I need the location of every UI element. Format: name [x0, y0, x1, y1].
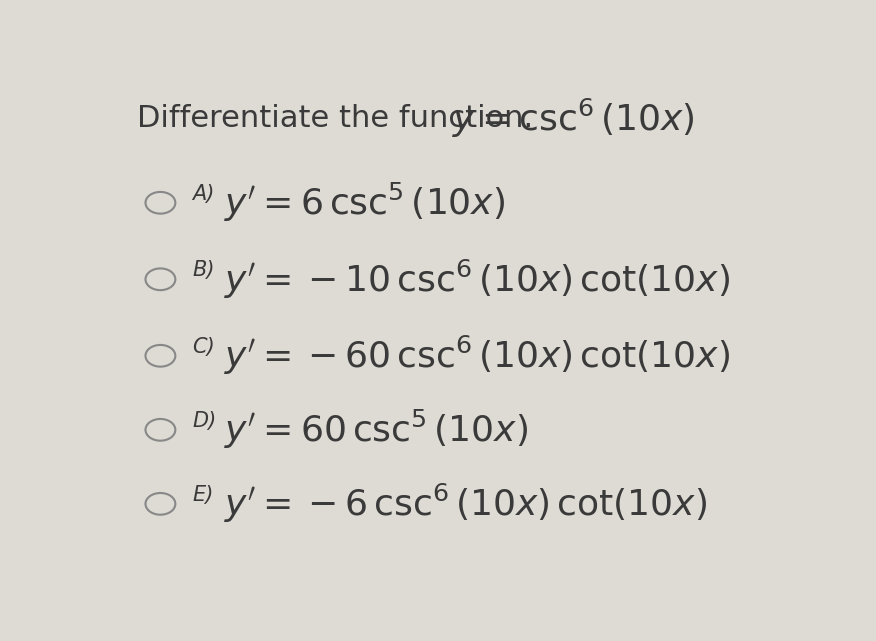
- Text: A): A): [193, 184, 215, 204]
- Text: $y' = 60\,\csc^5(10x)$: $y' = 60\,\csc^5(10x)$: [223, 408, 528, 451]
- Text: $y' = -6\,\csc^6(10x)\,\cot(10x)$: $y' = -6\,\csc^6(10x)\,\cot(10x)$: [223, 482, 707, 526]
- Text: $y = \csc^6(10x)$: $y = \csc^6(10x)$: [452, 97, 696, 140]
- Text: $y' = 6\,\csc^5(10x)$: $y' = 6\,\csc^5(10x)$: [223, 181, 505, 224]
- Text: $y' = -10\,\csc^6(10x)\,\cot(10x)$: $y' = -10\,\csc^6(10x)\,\cot(10x)$: [223, 258, 730, 301]
- Text: B): B): [193, 260, 215, 280]
- Text: C): C): [193, 337, 215, 357]
- Text: E): E): [193, 485, 214, 505]
- Text: $y' = -60\,\csc^6(10x)\,\cot(10x)$: $y' = -60\,\csc^6(10x)\,\cot(10x)$: [223, 334, 730, 378]
- Text: D): D): [193, 411, 216, 431]
- Text: Differentiate the function.: Differentiate the function.: [137, 104, 542, 133]
